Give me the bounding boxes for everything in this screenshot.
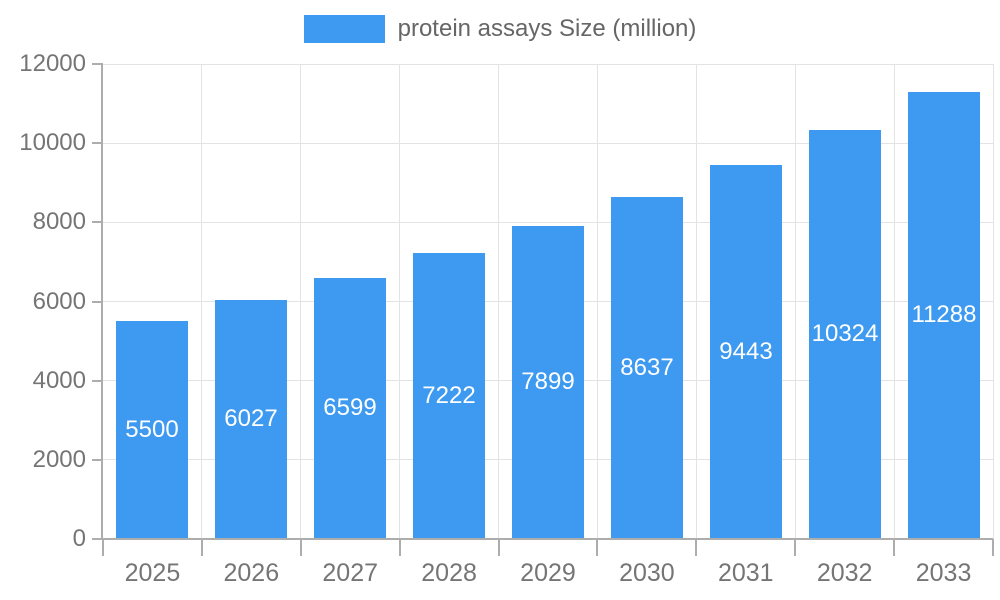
bar-value-label: 6599 bbox=[323, 393, 377, 421]
x-axis-label: 2029 bbox=[520, 559, 576, 587]
x-axis-tick bbox=[794, 539, 797, 556]
v-gridline bbox=[596, 64, 598, 539]
h-gridline bbox=[103, 142, 993, 144]
y-axis-tick bbox=[92, 63, 103, 65]
bar-2029[interactable]: 7899 bbox=[512, 226, 584, 538]
v-gridline bbox=[399, 64, 401, 539]
x-axis-label: 2025 bbox=[124, 559, 181, 587]
legend-label: protein assays Size (million) bbox=[397, 15, 697, 42]
y-axis-tick-label: 12000 bbox=[19, 50, 86, 77]
bar-value-label: 6027 bbox=[224, 405, 278, 433]
y-axis-tick bbox=[92, 221, 103, 224]
v-gridline bbox=[893, 64, 895, 539]
x-axis-label: 2028 bbox=[421, 559, 477, 587]
y-axis-tick bbox=[92, 142, 103, 145]
x-axis-label: 2030 bbox=[619, 559, 675, 587]
x-axis-label: 2027 bbox=[322, 559, 379, 587]
bar-2033[interactable]: 11288 bbox=[908, 92, 980, 538]
x-axis-tick bbox=[497, 539, 500, 556]
bar-2032[interactable]: 10324 bbox=[809, 130, 881, 538]
bar-value-label: 9443 bbox=[719, 337, 773, 365]
x-axis-tick bbox=[992, 539, 994, 556]
y-axis-tick bbox=[92, 379, 103, 382]
bar-2026[interactable]: 6027 bbox=[215, 300, 287, 538]
chart-legend[interactable]: protein assays Size (million) bbox=[0, 15, 1000, 43]
h-gridline bbox=[103, 63, 993, 65]
y-axis-tick-label: 2000 bbox=[32, 445, 86, 473]
bar-2030[interactable]: 8637 bbox=[611, 197, 683, 538]
y-axis-tick-label: 4000 bbox=[32, 366, 86, 394]
y-axis-tick-label: 6000 bbox=[32, 287, 86, 315]
v-gridline bbox=[300, 64, 302, 539]
v-gridline bbox=[794, 64, 796, 539]
x-axis-tick bbox=[893, 539, 896, 556]
x-axis-tick bbox=[102, 539, 104, 556]
bar-value-label: 11288 bbox=[911, 301, 977, 329]
x-axis-label: 2031 bbox=[717, 559, 774, 587]
y-axis-tick bbox=[92, 458, 103, 461]
legend-color-swatch bbox=[303, 15, 385, 43]
x-axis-tick bbox=[200, 539, 203, 556]
y-axis-tick bbox=[92, 538, 103, 540]
x-axis-tick bbox=[398, 539, 401, 556]
bar-2031[interactable]: 9443 bbox=[710, 165, 782, 538]
v-gridline bbox=[695, 64, 697, 539]
x-axis-label: 2032 bbox=[816, 559, 873, 587]
bar-value-label: 8637 bbox=[620, 353, 674, 381]
y-axis-line bbox=[101, 64, 103, 539]
x-axis-label: 2026 bbox=[223, 559, 280, 587]
bar-value-label: 7899 bbox=[521, 368, 575, 396]
bar-2028[interactable]: 7222 bbox=[413, 253, 485, 538]
bar-value-label: 7222 bbox=[422, 381, 476, 409]
x-axis-tick bbox=[695, 539, 698, 556]
x-axis-line bbox=[103, 538, 993, 540]
v-gridline bbox=[992, 64, 994, 539]
bar-value-label: 5500 bbox=[125, 415, 179, 443]
v-gridline bbox=[201, 64, 203, 539]
bar-2025[interactable]: 5500 bbox=[116, 321, 188, 538]
y-axis-tick-label: 8000 bbox=[32, 208, 86, 236]
y-axis-tick-label: 0 bbox=[72, 525, 86, 552]
bar-value-label: 10324 bbox=[811, 320, 879, 348]
x-axis-tick bbox=[299, 539, 302, 556]
x-axis-label: 2033 bbox=[915, 559, 972, 587]
x-axis-tick bbox=[596, 539, 599, 556]
h-gridline bbox=[103, 221, 993, 223]
y-axis-tick-label: 10000 bbox=[19, 129, 86, 157]
bar-2027[interactable]: 6599 bbox=[314, 277, 386, 538]
v-gridline bbox=[498, 64, 500, 539]
y-axis-tick bbox=[92, 300, 103, 303]
